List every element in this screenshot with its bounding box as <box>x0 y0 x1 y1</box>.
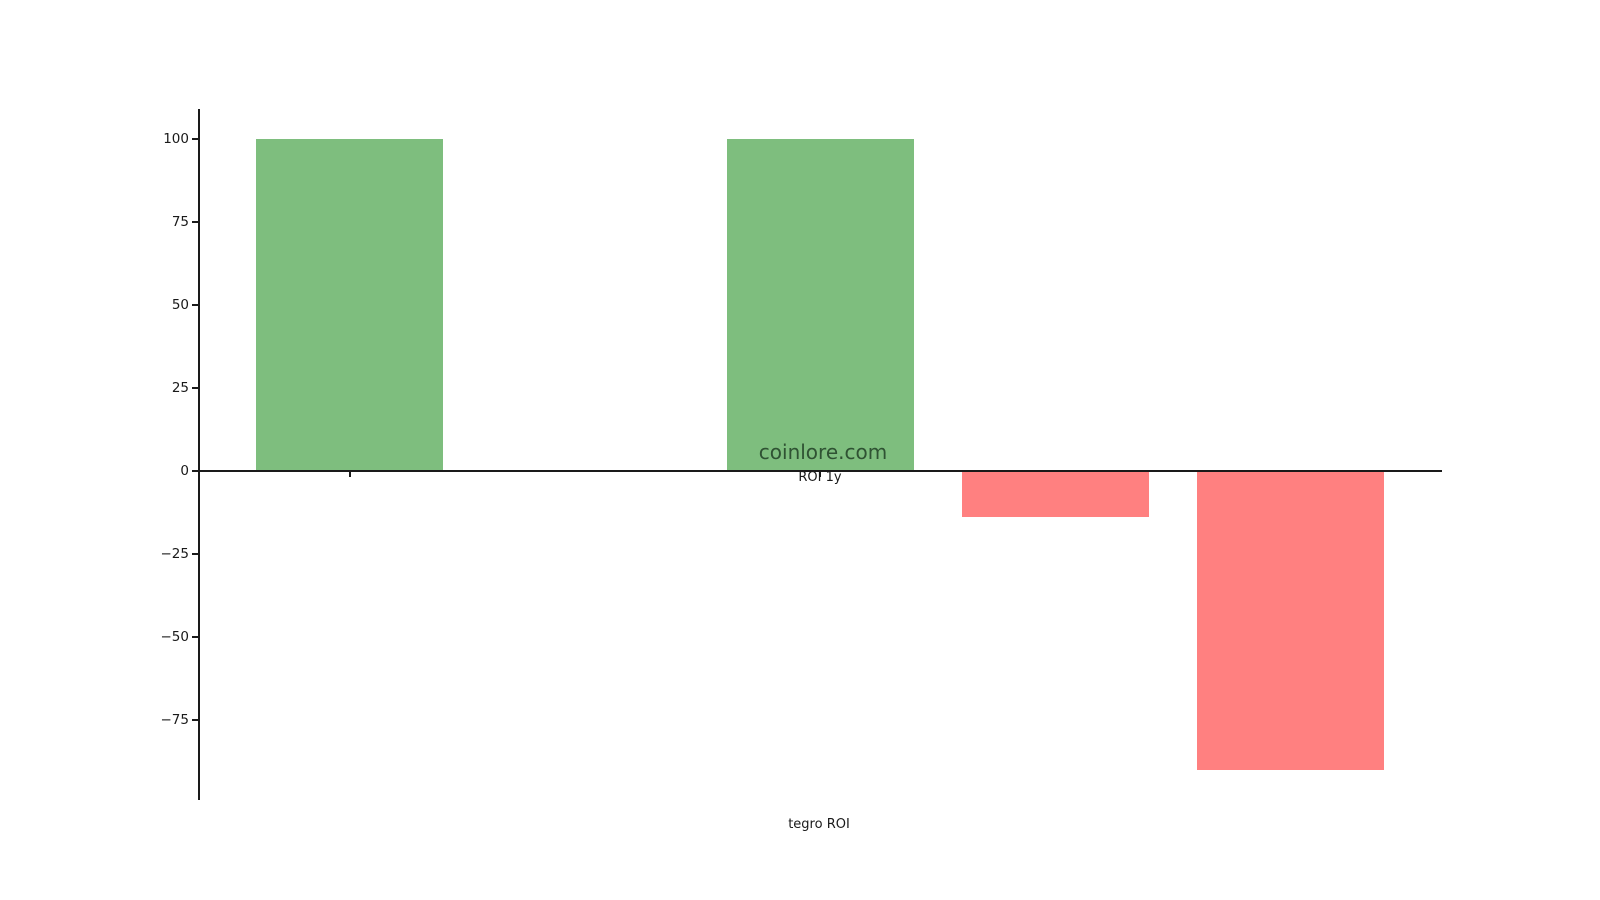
watermark-text: coinlore.com <box>758 440 888 464</box>
y-tick-label: −25 <box>160 545 190 562</box>
y-tick-mark <box>192 138 198 141</box>
x-tick-label: ROI 1y <box>798 470 842 485</box>
x-axis-line <box>198 470 1442 472</box>
y-tick-label: 0 <box>180 463 189 479</box>
y-tick-mark <box>192 387 198 390</box>
roi-bar-2 <box>726 139 914 471</box>
y-tick-mark <box>192 718 198 721</box>
y-tick-mark <box>192 221 198 224</box>
y-tick-label: −75 <box>160 711 190 728</box>
y-tick-label: 100 <box>163 131 189 148</box>
roi-bar-3 <box>961 471 1149 518</box>
roi-bar-0 <box>256 139 443 471</box>
y-tick-mark <box>192 304 198 307</box>
x-axis-title: tegro ROI <box>788 817 850 832</box>
x-tick-mark <box>348 471 351 477</box>
y-tick-mark <box>192 635 198 638</box>
y-tick-mark <box>192 470 198 472</box>
x-tick-mark <box>819 471 821 477</box>
y-axis-line <box>198 109 200 800</box>
y-tick-label: −50 <box>160 628 190 645</box>
y-tick-label: 25 <box>171 380 189 397</box>
y-tick-label: 50 <box>171 297 189 314</box>
y-tick-mark <box>192 552 198 555</box>
y-tick-label: 75 <box>171 214 189 231</box>
roi-bar-4 <box>1196 471 1384 770</box>
